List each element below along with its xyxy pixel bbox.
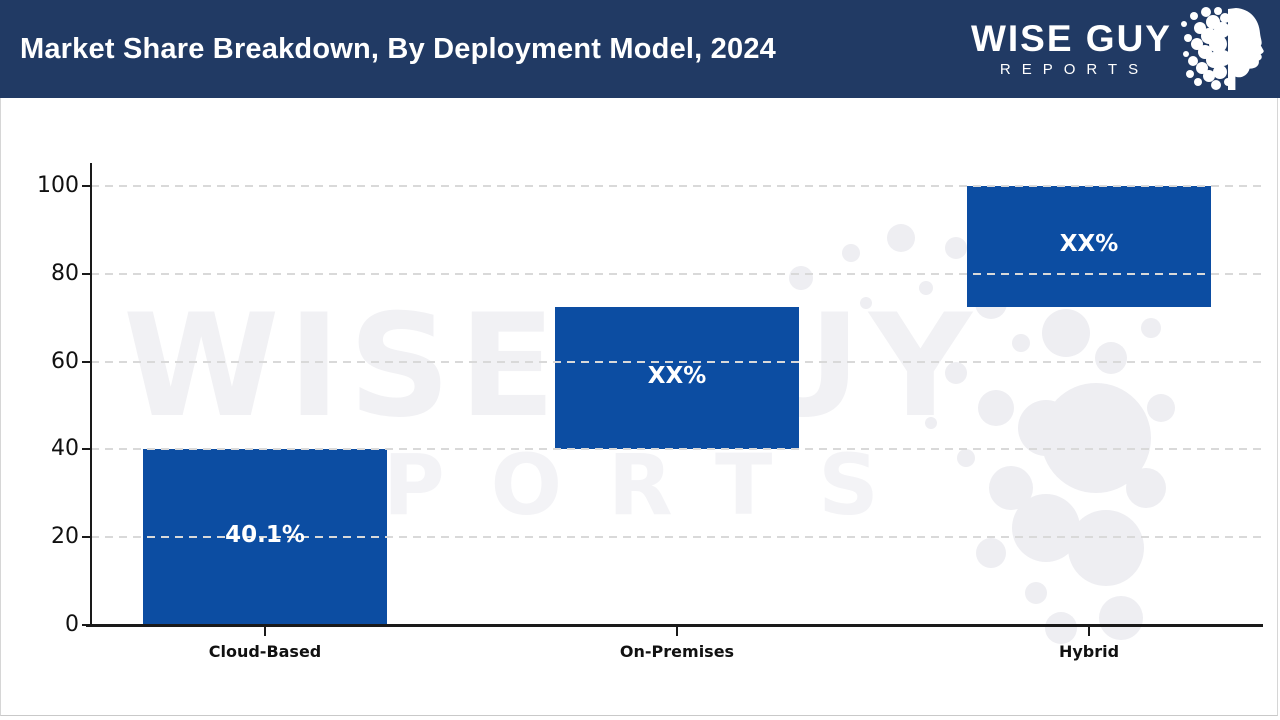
brand-name: WISE GUY [970,18,1172,60]
y-axis-tick-mark [82,185,90,187]
brand-wordmark: WISE GUY REPORTS [970,18,1172,78]
bar-on-premises [555,306,799,449]
y-axis-tick-label: 40 [51,436,79,462]
y-axis-tick-mark [82,448,90,451]
y-axis-tick-mark [82,272,90,275]
x-axis-category-label: Cloud-Based [208,642,322,661]
header: Market Share Breakdown, By Deployment Mo… [0,0,1280,98]
gridline-80 [91,272,1263,275]
bar-value-label: XX% [1059,231,1119,258]
chart-area: WISE GUY REPORTS 0 20 40 60 80 100 40.1% Cloud-… [0,98,1278,716]
x-axis-tick-mark [676,627,678,636]
watermark-text-brand: WISE GUY [123,284,980,449]
gridline-60 [91,360,1263,363]
x-axis-category-label: On-Premises [619,642,735,661]
x-axis-tick-mark [1088,627,1090,636]
y-axis-tick-label: 60 [51,348,79,374]
y-axis-tick-label: 20 [51,524,79,550]
y-axis-tick-label: 80 [51,260,79,286]
y-axis-tick-label: 100 [37,173,79,198]
y-axis-line [90,163,92,626]
face-profile-icon [1181,7,1264,90]
brand-logo: WISE GUY REPORTS [971,4,1268,94]
y-axis-tick-mark [82,624,90,626]
y-axis-tick-label: 0 [65,612,79,637]
bar-value-label: 40.1% [225,521,305,548]
gridline-20 [91,536,1263,539]
x-axis-tick-mark [264,627,266,636]
bar-value-label: XX% [647,362,707,389]
bar-hybrid [967,186,1211,307]
gridline-100 [91,185,1263,187]
page-title: Market Share Breakdown, By Deployment Mo… [20,32,776,65]
y-axis-tick-mark [82,360,90,363]
x-axis-line [86,624,1263,627]
y-axis-tick-mark [82,536,90,539]
x-axis-category-label: Hybrid [1058,642,1120,661]
brand-subtitle: REPORTS [999,60,1150,78]
gridline-40 [91,448,1263,451]
